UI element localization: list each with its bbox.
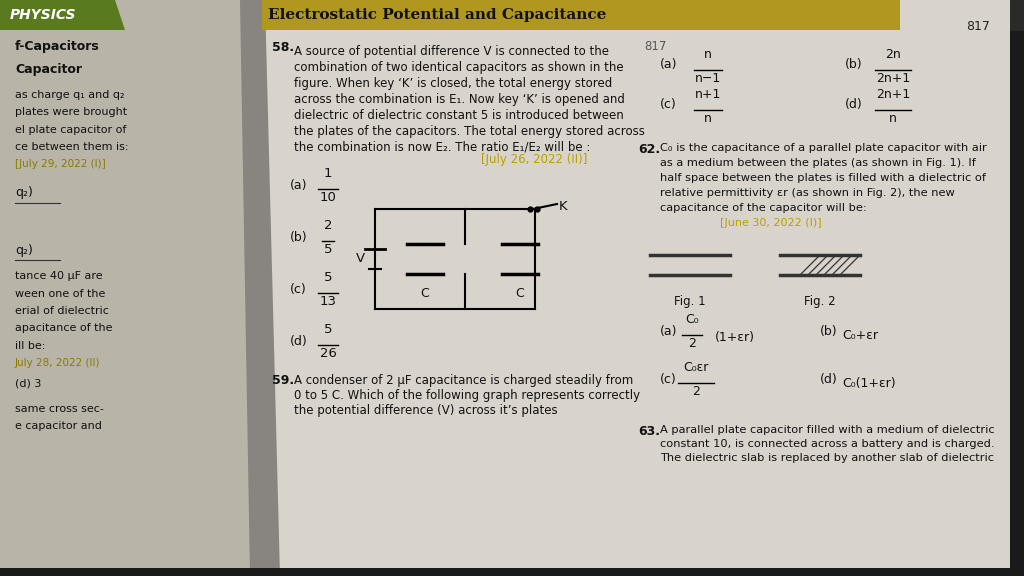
Text: 10: 10 (319, 191, 337, 204)
Text: 2: 2 (324, 219, 332, 232)
Text: 2n+1: 2n+1 (876, 72, 910, 85)
Text: ce between them is:: ce between them is: (15, 142, 128, 152)
Text: K: K (559, 199, 567, 213)
Text: ween one of the: ween one of the (15, 289, 105, 299)
Text: apacitance of the: apacitance of the (15, 323, 113, 334)
Text: n: n (705, 112, 712, 125)
Text: 5: 5 (324, 323, 332, 336)
Text: 26: 26 (319, 347, 337, 360)
Text: 817: 817 (644, 40, 667, 53)
Polygon shape (240, 0, 280, 576)
Text: [July 26, 2022 (II)]: [July 26, 2022 (II)] (481, 153, 587, 166)
Text: n: n (889, 112, 897, 125)
Text: 63.: 63. (638, 425, 660, 438)
Text: half space between the plates is filled with a dielectric of: half space between the plates is filled … (660, 173, 986, 183)
Text: Fig. 2: Fig. 2 (804, 295, 836, 308)
Text: 2n: 2n (885, 48, 901, 61)
Text: tance 40 μF are: tance 40 μF are (15, 271, 102, 282)
Text: capacitance of the capacitor will be:: capacitance of the capacitor will be: (660, 203, 866, 213)
Text: (b): (b) (290, 231, 307, 244)
Text: (b): (b) (845, 58, 862, 71)
Text: 2n+1: 2n+1 (876, 88, 910, 101)
Text: Electrostatic Potential and Capacitance: Electrostatic Potential and Capacitance (268, 8, 606, 22)
Text: Capacitor: Capacitor (15, 63, 82, 75)
Text: (c): (c) (660, 373, 677, 386)
Text: C: C (421, 287, 429, 300)
Text: across the combination is E₁. Now key ‘K’ is opened and: across the combination is E₁. Now key ‘K… (294, 93, 625, 106)
Text: 2: 2 (688, 337, 696, 350)
Text: PHYSICS: PHYSICS (10, 8, 77, 22)
Text: 0 to 5 C. Which of the following graph represents correctly: 0 to 5 C. Which of the following graph r… (294, 389, 640, 402)
Text: combination of two identical capacitors as shown in the: combination of two identical capacitors … (294, 61, 624, 74)
Text: The dielectric slab is replaced by another slab of dielectric: The dielectric slab is replaced by anoth… (660, 453, 994, 463)
Text: n: n (705, 48, 712, 61)
Text: C₀ is the capacitance of a parallel plate capacitor with air: C₀ is the capacitance of a parallel plat… (660, 143, 987, 153)
Polygon shape (255, 0, 1010, 576)
Text: 13: 13 (319, 295, 337, 308)
Text: erial of dielectric: erial of dielectric (15, 306, 109, 316)
Text: ill be:: ill be: (15, 340, 45, 351)
Text: (a): (a) (660, 58, 678, 71)
Text: (a): (a) (660, 325, 678, 338)
Text: (d): (d) (845, 98, 863, 111)
Text: as a medium between the plates (as shown in Fig. 1). If: as a medium between the plates (as shown… (660, 158, 976, 168)
Text: (d): (d) (820, 373, 838, 386)
Text: C: C (516, 287, 524, 300)
Text: (1+εr): (1+εr) (715, 331, 755, 344)
Text: figure. When key ‘K’ is closed, the total energy stored: figure. When key ‘K’ is closed, the tota… (294, 77, 612, 90)
Text: plates were brought: plates were brought (15, 107, 127, 118)
Text: relative permittivity εr (as shown in Fig. 2), the new: relative permittivity εr (as shown in Fi… (660, 188, 954, 198)
Text: C₀: C₀ (685, 313, 698, 326)
Text: C₀(1+εr): C₀(1+εr) (842, 377, 896, 390)
Text: as charge q₁ and q₂: as charge q₁ and q₂ (15, 90, 125, 100)
Polygon shape (0, 0, 125, 30)
Text: the plates of the capacitors. The total energy stored across: the plates of the capacitors. The total … (294, 125, 645, 138)
Text: A condenser of 2 μF capacitance is charged steadily from: A condenser of 2 μF capacitance is charg… (294, 374, 633, 387)
Bar (0, 0, 1024, 31)
Text: 62.: 62. (638, 143, 660, 156)
Polygon shape (0, 0, 280, 576)
Text: July 28, 2022 (II): July 28, 2022 (II) (15, 358, 100, 368)
Text: 58.: 58. (272, 41, 294, 54)
Text: (b): (b) (820, 325, 838, 338)
Bar (0, 568, 1024, 576)
Text: (c): (c) (290, 283, 307, 296)
Text: (a): (a) (290, 179, 307, 192)
Polygon shape (262, 0, 900, 30)
Text: (c): (c) (660, 98, 677, 111)
Text: C₀εr: C₀εr (683, 361, 709, 374)
Text: the potential difference (V) across it’s plates: the potential difference (V) across it’s… (294, 404, 558, 417)
Text: same cross sec-: same cross sec- (15, 404, 103, 414)
Text: 5: 5 (324, 243, 332, 256)
Text: 5: 5 (324, 271, 332, 284)
Text: A source of potential difference V is connected to the: A source of potential difference V is co… (294, 45, 609, 58)
Text: n+1: n+1 (695, 88, 721, 101)
Text: 2: 2 (692, 385, 700, 398)
Text: A parallel plate capacitor filled with a medium of dielectric: A parallel plate capacitor filled with a… (660, 425, 994, 435)
Text: 59.: 59. (272, 374, 294, 387)
Text: q₂): q₂) (15, 244, 33, 257)
Text: V: V (355, 252, 365, 266)
Text: constant 10, is connected across a battery and is charged.: constant 10, is connected across a batte… (660, 439, 994, 449)
Text: dielectric of dielectric constant 5 is introduced between: dielectric of dielectric constant 5 is i… (294, 109, 624, 122)
Text: (d) 3: (d) 3 (15, 378, 41, 388)
Text: 817: 817 (966, 20, 990, 32)
Text: [June 30, 2022 (I)]: [June 30, 2022 (I)] (720, 218, 821, 228)
Text: Fig. 1: Fig. 1 (674, 295, 706, 308)
Text: e capacitor and: e capacitor and (15, 421, 101, 431)
Text: q₂): q₂) (15, 187, 33, 199)
Text: C₀+εr: C₀+εr (842, 329, 878, 342)
Text: the combination is now E₂. The ratio E₁/E₂ will be :: the combination is now E₂. The ratio E₁/… (294, 141, 591, 154)
Text: [July 29, 2022 (I)]: [July 29, 2022 (I)] (15, 159, 105, 169)
Text: f-Capacitors: f-Capacitors (15, 40, 99, 52)
Text: (d): (d) (290, 335, 308, 348)
Text: n−1: n−1 (695, 72, 721, 85)
Text: 1: 1 (324, 167, 332, 180)
Text: el plate capacitor of: el plate capacitor of (15, 124, 126, 135)
